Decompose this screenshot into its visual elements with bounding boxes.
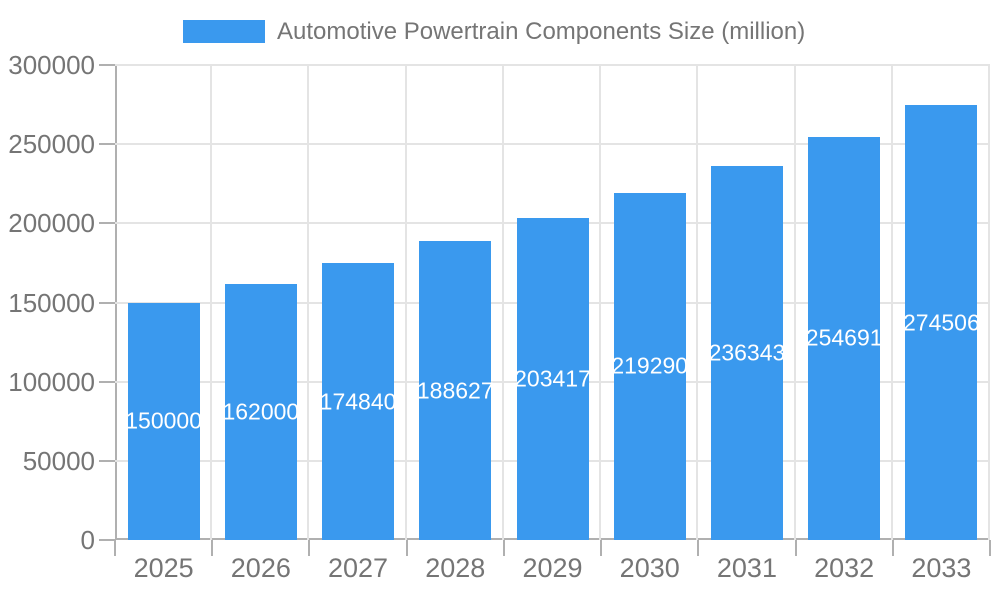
x-tick [502,540,505,556]
bar: 188627 [416,241,494,540]
y-tick [99,459,115,462]
y-axis-label: 100000 [8,366,95,397]
x-tick [697,540,700,556]
x-axis-label: 2025 [133,553,194,583]
y-axis-label: 50000 [22,445,95,476]
bar: 254691 [805,136,883,540]
x-axis-label: 2031 [716,553,777,583]
x-tick [211,540,214,556]
x-tick [405,540,408,556]
bar-value-label: 203417 [514,365,591,392]
gridline-v [210,65,213,540]
x-axis-label: 2027 [328,553,389,583]
gridline-v [793,65,796,540]
legend-swatch [183,20,265,43]
x-axis-label: 2030 [619,553,680,583]
y-axis-label: 200000 [8,208,95,239]
bar-value-label: 219290 [611,352,689,379]
gridline-v [890,65,893,540]
x-axis-label: 2026 [230,553,291,583]
y-axis-label: 150000 [8,287,95,318]
x-axis-label: 2032 [814,553,875,583]
x-axis-label: 2029 [522,553,583,583]
x-tick [989,540,991,556]
x-tick [114,540,116,556]
gridline-v [599,65,602,540]
bar: 236343 [708,165,786,540]
bar-value-label: 274506 [903,309,980,336]
y-axis-label: 250000 [8,129,95,160]
gridline-v [501,65,504,540]
y-tick [99,539,115,541]
legend-label: Automotive Powertrain Components Size (m… [277,18,806,45]
x-tick [308,540,311,556]
gridline-h [115,143,990,146]
bar-value-label: 254691 [805,324,883,351]
bar: 203417 [514,217,591,540]
bar-value-label: 188627 [416,377,494,404]
y-axis-label: 300000 [8,50,95,80]
x-axis-label: 2033 [911,553,972,583]
bar: 219290 [611,192,689,540]
y-axis-label: 0 [80,525,95,555]
gridline-v [307,65,310,540]
legend: Automotive Powertrain Components Size (m… [0,0,1000,55]
bar-value-label: 150000 [125,407,202,434]
y-tick [99,64,115,66]
gridline-v [696,65,699,540]
y-tick [99,222,115,225]
bar-value-label: 174840 [319,388,397,415]
bar: 150000 [125,302,202,540]
bar: 162000 [222,283,300,540]
y-tick [99,143,115,146]
x-tick [794,540,797,556]
bar-value-label: 162000 [222,398,300,425]
x-tick [891,540,894,556]
x-axis-label: 2028 [425,553,486,583]
bar: 274506 [903,105,980,540]
gridline-h [115,64,990,66]
plot-area: 150000 162000 174840 188627 203417 219290 2363… [115,64,990,540]
bar: 174840 [319,263,397,540]
gridline-v [404,65,407,540]
y-tick [99,301,115,304]
x-tick [600,540,603,556]
bar-value-label: 236343 [708,339,786,366]
y-tick [99,380,115,383]
gridline-v [988,65,990,540]
